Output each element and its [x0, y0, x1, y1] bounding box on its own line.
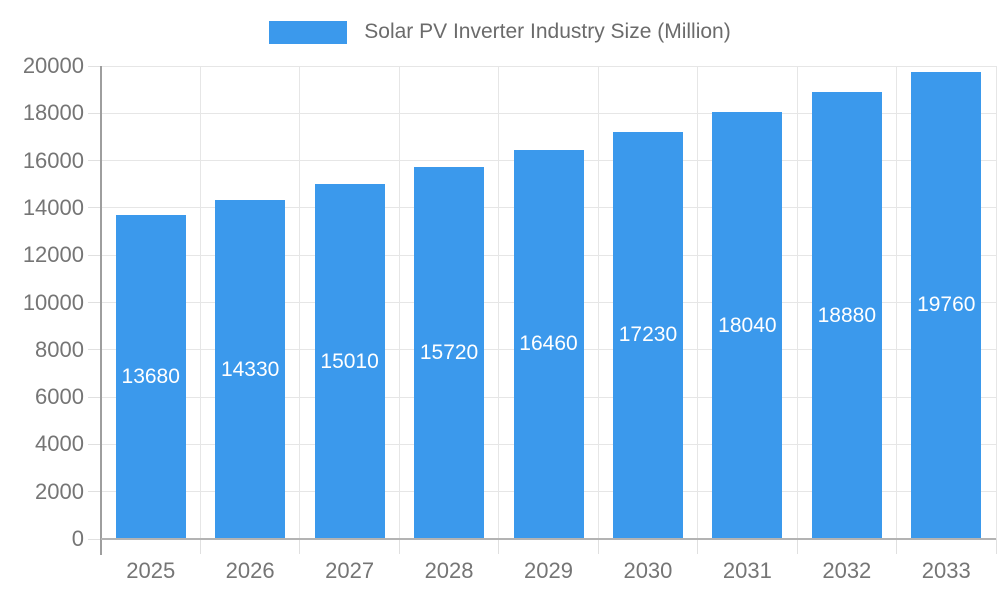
gridline-vertical [995, 66, 997, 539]
bar-value-label: 18880 [817, 303, 877, 327]
bar-2029[interactable] [513, 149, 584, 539]
x-axis-tick [796, 539, 798, 554]
y-axis-label: 4000 [35, 431, 84, 457]
gridline-vertical [199, 66, 201, 539]
x-axis-label: 2028 [424, 558, 474, 583]
x-axis-label: 2027 [325, 558, 375, 583]
y-axis-tick [88, 302, 101, 303]
y-axis-tick [88, 254, 101, 256]
bar-2026[interactable] [215, 200, 286, 539]
bar-2028[interactable] [414, 167, 485, 539]
legend-series-label: Solar PV Inverter Industry Size (Million… [364, 20, 731, 43]
bar-value-label: 14330 [220, 357, 280, 381]
gridline-vertical [697, 66, 699, 539]
x-axis-line [101, 538, 996, 540]
x-axis-label: 2031 [722, 558, 772, 583]
bar-value-label: 13680 [121, 365, 180, 389]
x-axis-label: 2025 [126, 558, 176, 583]
x-axis-tick [597, 539, 599, 554]
x-axis-label: 2030 [623, 558, 673, 583]
bar-value-label: 17230 [618, 323, 678, 347]
x-axis-label: 2033 [921, 558, 971, 583]
y-axis-tick [88, 491, 101, 493]
bar-2032[interactable] [811, 92, 882, 539]
bar-value-label: 16460 [519, 332, 578, 356]
y-axis-label: 14000 [22, 194, 84, 220]
y-axis-tick [88, 538, 101, 540]
gridline-vertical [896, 66, 898, 539]
y-axis-tick [88, 112, 101, 114]
bar-2031[interactable] [712, 112, 783, 539]
y-axis-label: 16000 [22, 147, 84, 173]
bar-value-label: 19760 [917, 293, 976, 317]
y-axis-label: 10000 [22, 289, 84, 315]
y-axis-tick [88, 65, 101, 67]
bar-2027[interactable] [314, 184, 385, 539]
x-axis-tick [498, 539, 500, 554]
x-axis-tick [896, 539, 898, 554]
bar-2030[interactable] [612, 131, 683, 539]
gridline-vertical [796, 66, 798, 539]
x-axis-tick [995, 539, 997, 554]
y-axis-label: 20000 [22, 53, 84, 78]
x-axis-tick [299, 539, 301, 554]
y-axis-label: 18000 [22, 100, 84, 126]
x-axis-tick [697, 539, 699, 554]
y-axis-label: 0 [71, 526, 84, 551]
bar-2033[interactable] [911, 71, 982, 539]
gridline-vertical [398, 66, 400, 539]
y-axis-line [100, 66, 102, 555]
bar-value-label: 15720 [419, 341, 479, 365]
x-axis-label: 2026 [225, 558, 275, 583]
x-axis-label: 2029 [524, 558, 573, 583]
gridline-horizontal [101, 65, 996, 67]
y-axis-tick [88, 207, 101, 209]
x-axis-label: 2032 [822, 558, 872, 583]
y-axis-tick [88, 160, 101, 162]
gridline-vertical [299, 66, 301, 539]
x-axis-tick [398, 539, 400, 554]
y-axis-label: 8000 [35, 336, 84, 362]
bar-2025[interactable] [115, 215, 186, 539]
y-axis-label: 6000 [35, 384, 84, 410]
y-axis-tick [88, 349, 101, 351]
x-axis-tick [199, 539, 201, 554]
y-axis-tick [88, 396, 101, 398]
gridline-vertical [498, 66, 500, 539]
bar-value-label: 15010 [320, 349, 379, 373]
gridline-vertical [597, 66, 599, 539]
bar-value-label: 18040 [718, 313, 777, 337]
y-axis-label: 12000 [22, 242, 84, 268]
y-axis-label: 2000 [35, 478, 84, 504]
y-axis-tick [88, 443, 101, 445]
chart-legend[interactable]: Solar PV Inverter Industry Size (Million… [0, 20, 1000, 44]
legend-swatch [269, 20, 348, 44]
gridline-horizontal [101, 112, 996, 114]
